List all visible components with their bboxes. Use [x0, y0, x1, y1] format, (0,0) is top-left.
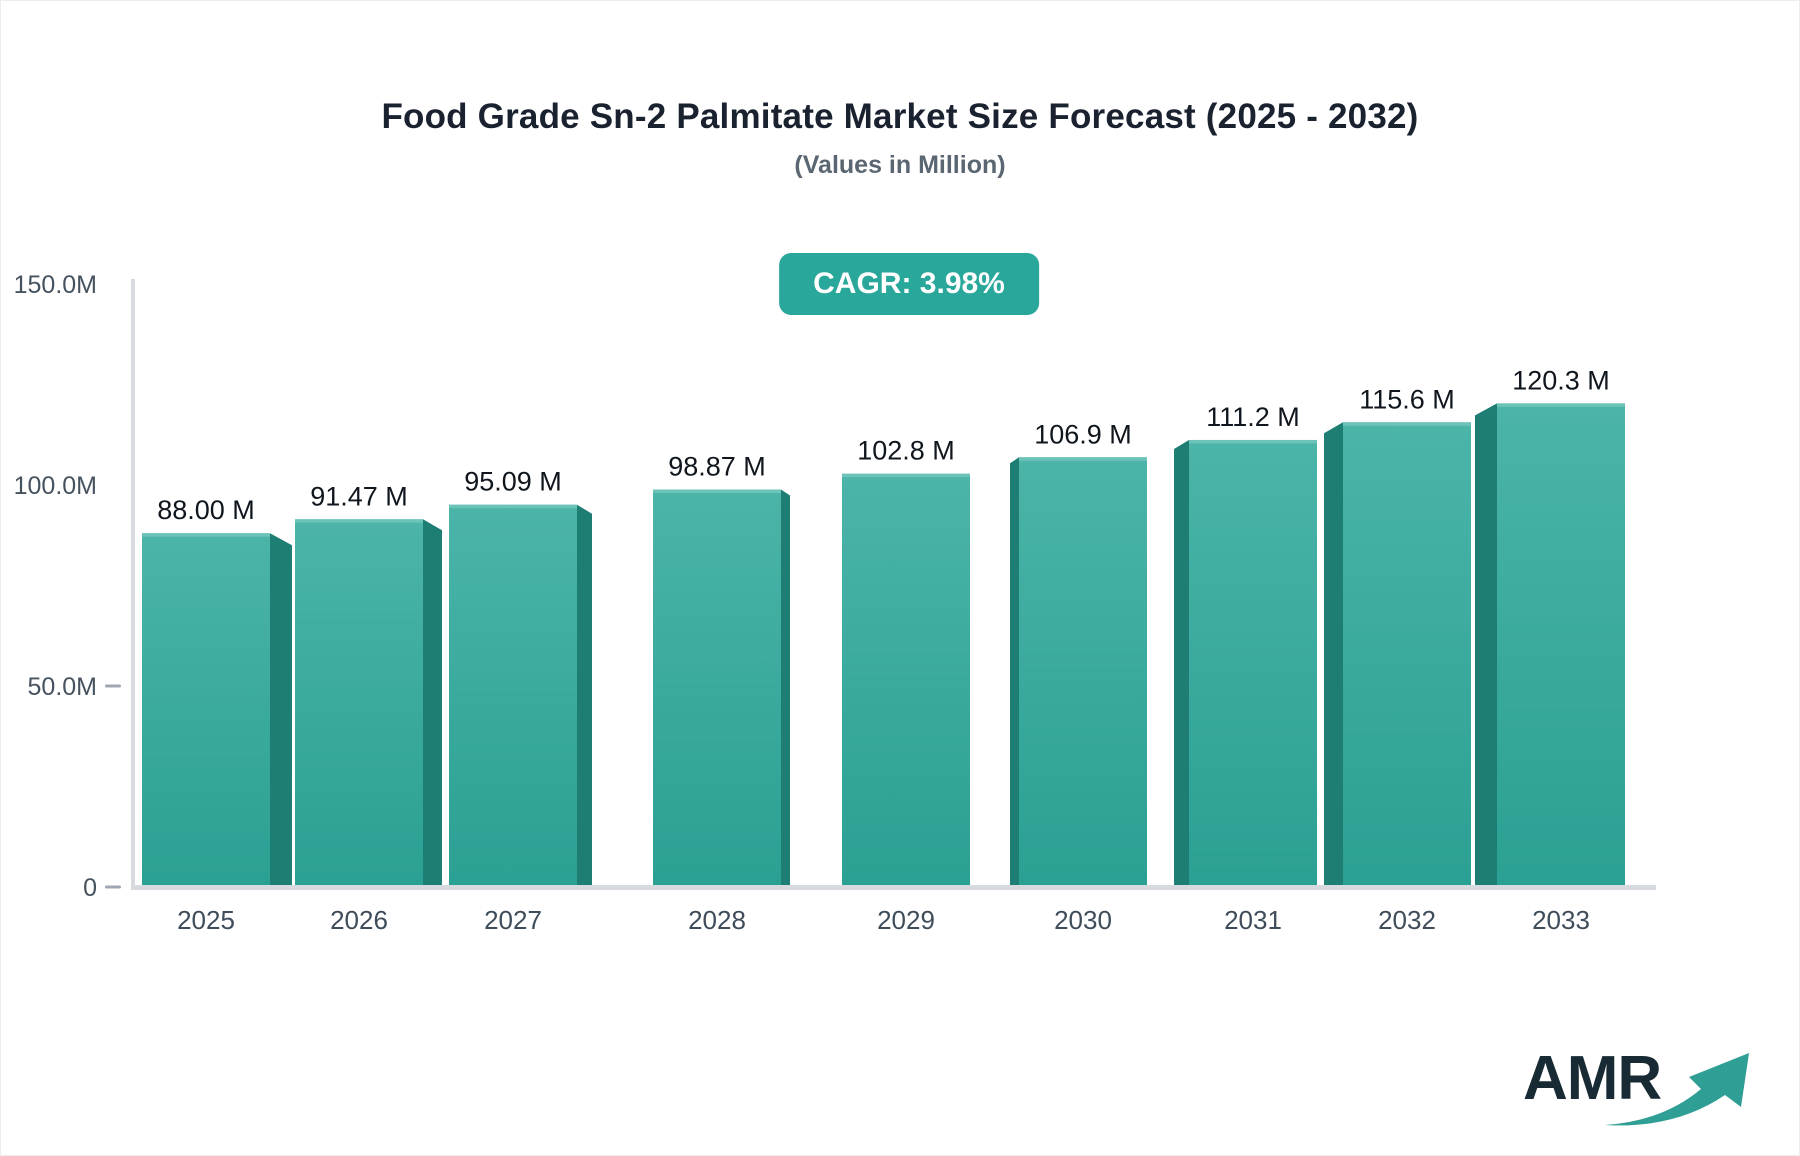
y-tick-dash — [105, 885, 121, 889]
bar-value-label: 95.09 M — [464, 467, 562, 497]
growth-arrow-icon — [1605, 1053, 1749, 1126]
bar-top-highlight — [653, 489, 781, 494]
bar[interactable] — [1189, 439, 1317, 887]
bar[interactable] — [842, 473, 970, 887]
bar-top-highlight — [1189, 439, 1317, 444]
x-tick-label: 2029 — [877, 905, 935, 935]
bar-side-face[interactable] — [1010, 457, 1019, 887]
bar-top-highlight — [295, 519, 423, 523]
bar[interactable] — [142, 533, 270, 887]
bar-side-face[interactable] — [1324, 422, 1343, 887]
x-tick-label: 2027 — [484, 905, 542, 935]
y-tick-label: 150.0M — [14, 271, 97, 299]
x-tick-label: 2028 — [688, 905, 746, 935]
x-tick-label: 2025 — [177, 905, 235, 935]
chart-title: Food Grade Sn-2 Palmitate Market Size Fo… — [381, 97, 1419, 136]
bar-side-face[interactable] — [577, 504, 592, 887]
x-tick-label: 2033 — [1532, 905, 1590, 935]
bar-top-highlight — [1497, 403, 1625, 407]
bar[interactable] — [1019, 457, 1147, 887]
bar-value-label: 91.47 M — [310, 481, 408, 511]
y-tick-label: 50.0M — [28, 673, 97, 701]
cagr-badge: CAGR: 3.98% — [779, 253, 1039, 315]
bar-side-face[interactable] — [270, 533, 292, 887]
bar-side-face[interactable] — [1174, 439, 1189, 887]
bar-top-highlight — [842, 473, 970, 478]
bar-top-highlight — [1019, 457, 1147, 461]
x-tick-label: 2032 — [1378, 905, 1436, 935]
bar-value-label: 98.87 M — [668, 452, 766, 482]
bar-value-label: 120.3 M — [1512, 365, 1610, 395]
bar-side-face[interactable] — [781, 489, 790, 887]
bar-value-label: 102.8 M — [857, 436, 955, 466]
bar-value-label: 115.6 M — [1359, 384, 1455, 414]
y-tick-dash — [105, 684, 121, 688]
y-tick-label: 100.0M — [14, 472, 97, 500]
bar-top-highlight — [142, 533, 270, 537]
bar[interactable] — [1343, 422, 1471, 887]
bar[interactable] — [295, 519, 423, 887]
bar[interactable] — [1497, 403, 1625, 887]
amr-logo-text: AMR — [1523, 1044, 1662, 1113]
y-axis-line — [131, 279, 135, 885]
bar-value-label: 111.2 M — [1206, 402, 1300, 432]
x-axis-line — [131, 885, 1656, 890]
chart-subtitle: (Values in Million) — [794, 151, 1006, 179]
y-tick-label: 0 — [83, 874, 97, 902]
bar-top-highlight — [1343, 422, 1471, 426]
bar-side-face[interactable] — [423, 519, 442, 887]
x-tick-label: 2031 — [1224, 905, 1282, 935]
bar-top-highlight — [449, 504, 577, 509]
bar-value-label: 106.9 M — [1034, 419, 1132, 449]
amr-logo: AMR — [1513, 1033, 1773, 1138]
x-tick-label: 2030 — [1054, 905, 1112, 935]
bar-value-label: 88.00 M — [157, 495, 255, 525]
x-tick-label: 2026 — [330, 905, 388, 935]
bar[interactable] — [653, 489, 781, 887]
bar[interactable] — [449, 504, 577, 887]
bar-side-face[interactable] — [1475, 403, 1497, 887]
